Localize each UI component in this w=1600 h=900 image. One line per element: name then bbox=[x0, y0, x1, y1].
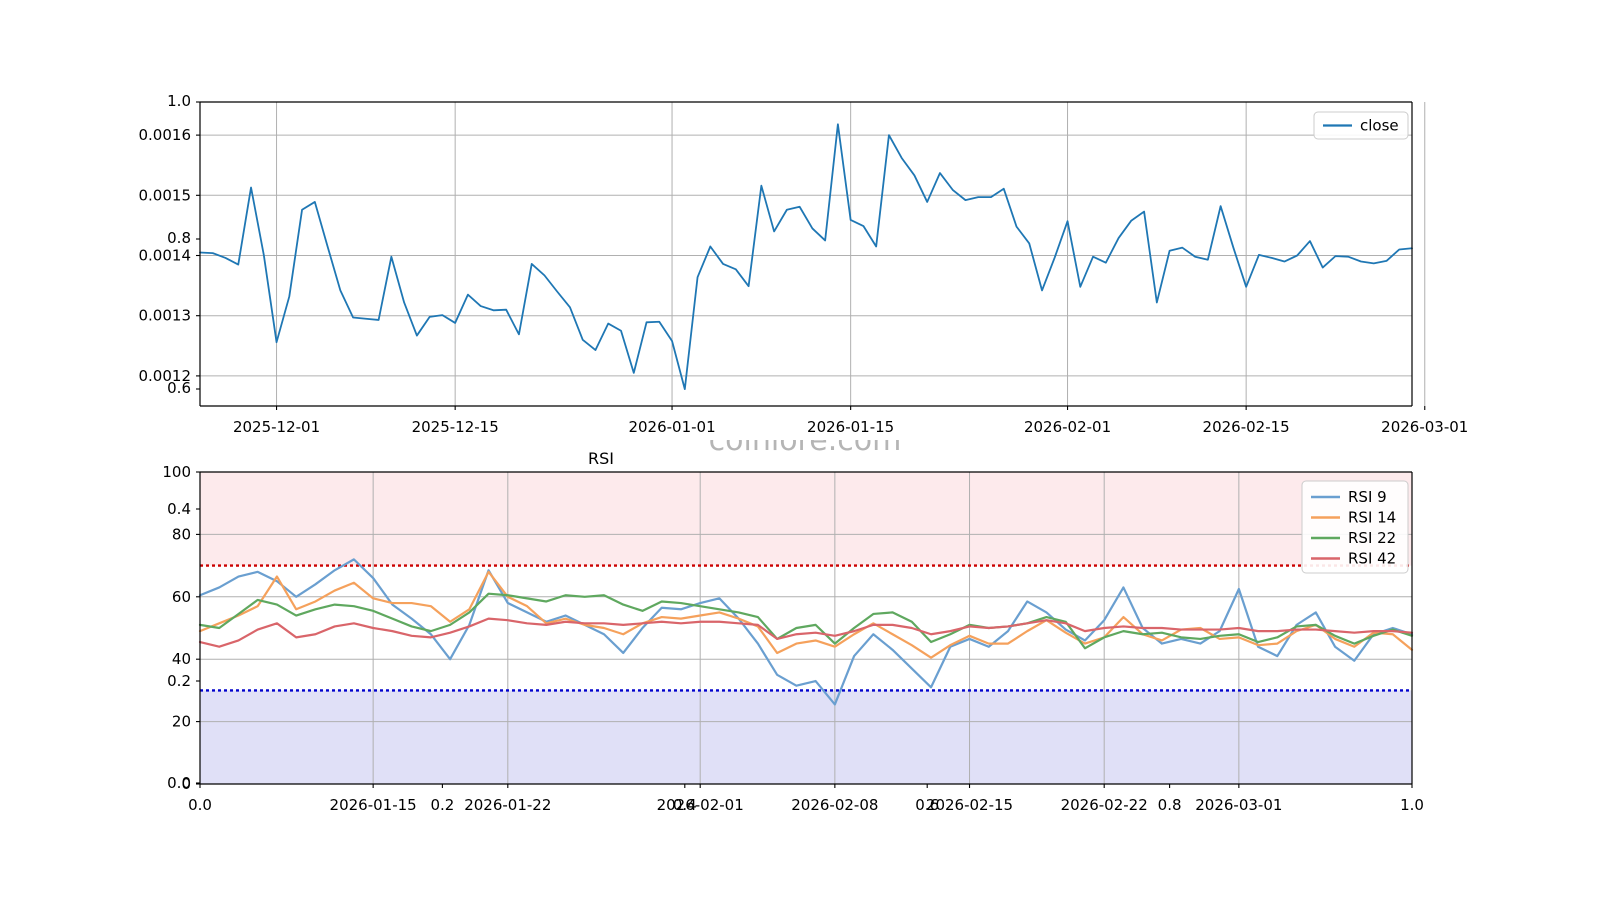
rsi-x-tick-label: 2026-01-15 bbox=[330, 796, 417, 814]
rsi-legend-label-22: RSI 22 bbox=[1348, 529, 1396, 547]
price-legend-label-close: close bbox=[1360, 117, 1399, 135]
rsi-y-tick-label: 40 bbox=[172, 650, 191, 668]
rsi-overbought-band bbox=[200, 472, 1412, 566]
price-y-tick-label: 0.0014 bbox=[139, 247, 192, 265]
rsi-x-tick-label: 2026-02-08 bbox=[791, 796, 878, 814]
rsi-y-tick-label-secondary: 0.0 bbox=[167, 774, 191, 792]
price-y-tick-label: 0.0013 bbox=[139, 307, 192, 325]
rsi-y-tick-label: 100 bbox=[162, 463, 191, 481]
rsi-x-tick-label-secondary: 0.4 bbox=[673, 796, 697, 814]
price-y-tick-label: 0.0016 bbox=[139, 126, 192, 144]
price-x-tick-label: 2025-12-15 bbox=[412, 418, 499, 436]
price-x-tick-label: 2026-02-01 bbox=[1024, 418, 1111, 436]
price-plot-background bbox=[200, 102, 1412, 406]
price-x-tick-label: 2026-01-15 bbox=[807, 418, 894, 436]
rsi-x-tick-label-secondary: 0.8 bbox=[1158, 796, 1182, 814]
rsi-y-tick-label-secondary: 0.4 bbox=[167, 500, 191, 518]
rsi-y-tick-label-secondary: 0.2 bbox=[167, 672, 191, 690]
rsi-x-tick-label-secondary: 1.0 bbox=[1400, 796, 1424, 814]
rsi-y-tick-label: 20 bbox=[172, 713, 191, 731]
price-y-tick-label-secondary: 0.8 bbox=[167, 229, 191, 247]
price-y-tick-label: 0.0015 bbox=[139, 186, 192, 204]
price-chart-svg: 0.0012 0.0013 0.0014 0.0015 0.0016 0.6 0.8 1.0 2… bbox=[139, 92, 1469, 436]
rsi-line-22 bbox=[198, 592, 1414, 650]
rsi-x-tick-label-secondary: 0.6 bbox=[915, 796, 939, 814]
rsi-x-tick-label-secondary: 0.2 bbox=[430, 796, 454, 814]
rsi-x-tick-label: 2026-02-01 bbox=[657, 796, 744, 814]
rsi-x-tick-label: 2026-02-22 bbox=[1061, 796, 1148, 814]
rsi-legend-label-9: RSI 9 bbox=[1348, 488, 1387, 506]
rsi-legend-label-14: RSI 14 bbox=[1348, 509, 1396, 527]
watermark-coinlore: coinlore.com bbox=[709, 440, 902, 458]
rsi-x-tick-label: 2026-03-01 bbox=[1195, 796, 1282, 814]
price-x-tick-label: 2026-01-01 bbox=[628, 418, 715, 436]
rsi-oversold-band bbox=[200, 690, 1412, 784]
rsi-legend-label-42: RSI 42 bbox=[1348, 550, 1396, 568]
rsi-legend[interactable]: RSI 9 RSI 14 RSI 22 RSI 42 bbox=[1301, 480, 1409, 574]
price-y-tick-label-secondary: 1.0 bbox=[167, 92, 191, 110]
price-legend[interactable]: close bbox=[1313, 111, 1409, 140]
rsi-line-42 bbox=[198, 617, 1414, 648]
price-y-tick-label: 0.0012 bbox=[139, 367, 192, 385]
rsi-y-tick-label: 0 bbox=[181, 775, 191, 793]
price-chart-panel: 0.0012 0.0013 0.0014 0.0015 0.0016 0.6 0.8 1.0 2… bbox=[139, 92, 1469, 436]
price-x-tick-label: 2026-03-01 bbox=[1381, 418, 1468, 436]
price-legend-box bbox=[1313, 111, 1409, 140]
rsi-y-tick-label: 60 bbox=[172, 588, 191, 606]
price-x-tick-label: 2025-12-01 bbox=[233, 418, 320, 436]
rsi-line-14 bbox=[198, 570, 1414, 659]
price-close-line bbox=[199, 123, 1413, 391]
rsi-chart-svg: 0 20 40 60 80 100 0.4 0.2 0.0 2026-01-15 2026-01-2… bbox=[162, 440, 1424, 814]
rsi-y-tick-label: 80 bbox=[172, 525, 191, 543]
rsi-x-tick-label-secondary: 0.0 bbox=[188, 796, 212, 814]
rsi-chart-panel: 0 20 40 60 80 100 0.4 0.2 0.0 2026-01-15 2026-01-2… bbox=[0, 440, 1600, 900]
price-x-tick-label: 2026-02-15 bbox=[1203, 418, 1290, 436]
rsi-legend-box bbox=[1301, 480, 1409, 574]
rsi-x-tick-label: 2026-01-22 bbox=[464, 796, 551, 814]
rsi-x-tick-label: 2026-02-15 bbox=[926, 796, 1013, 814]
price-y-tick-label-secondary: 0.6 bbox=[167, 379, 191, 397]
rsi-title: RSI bbox=[588, 449, 614, 468]
